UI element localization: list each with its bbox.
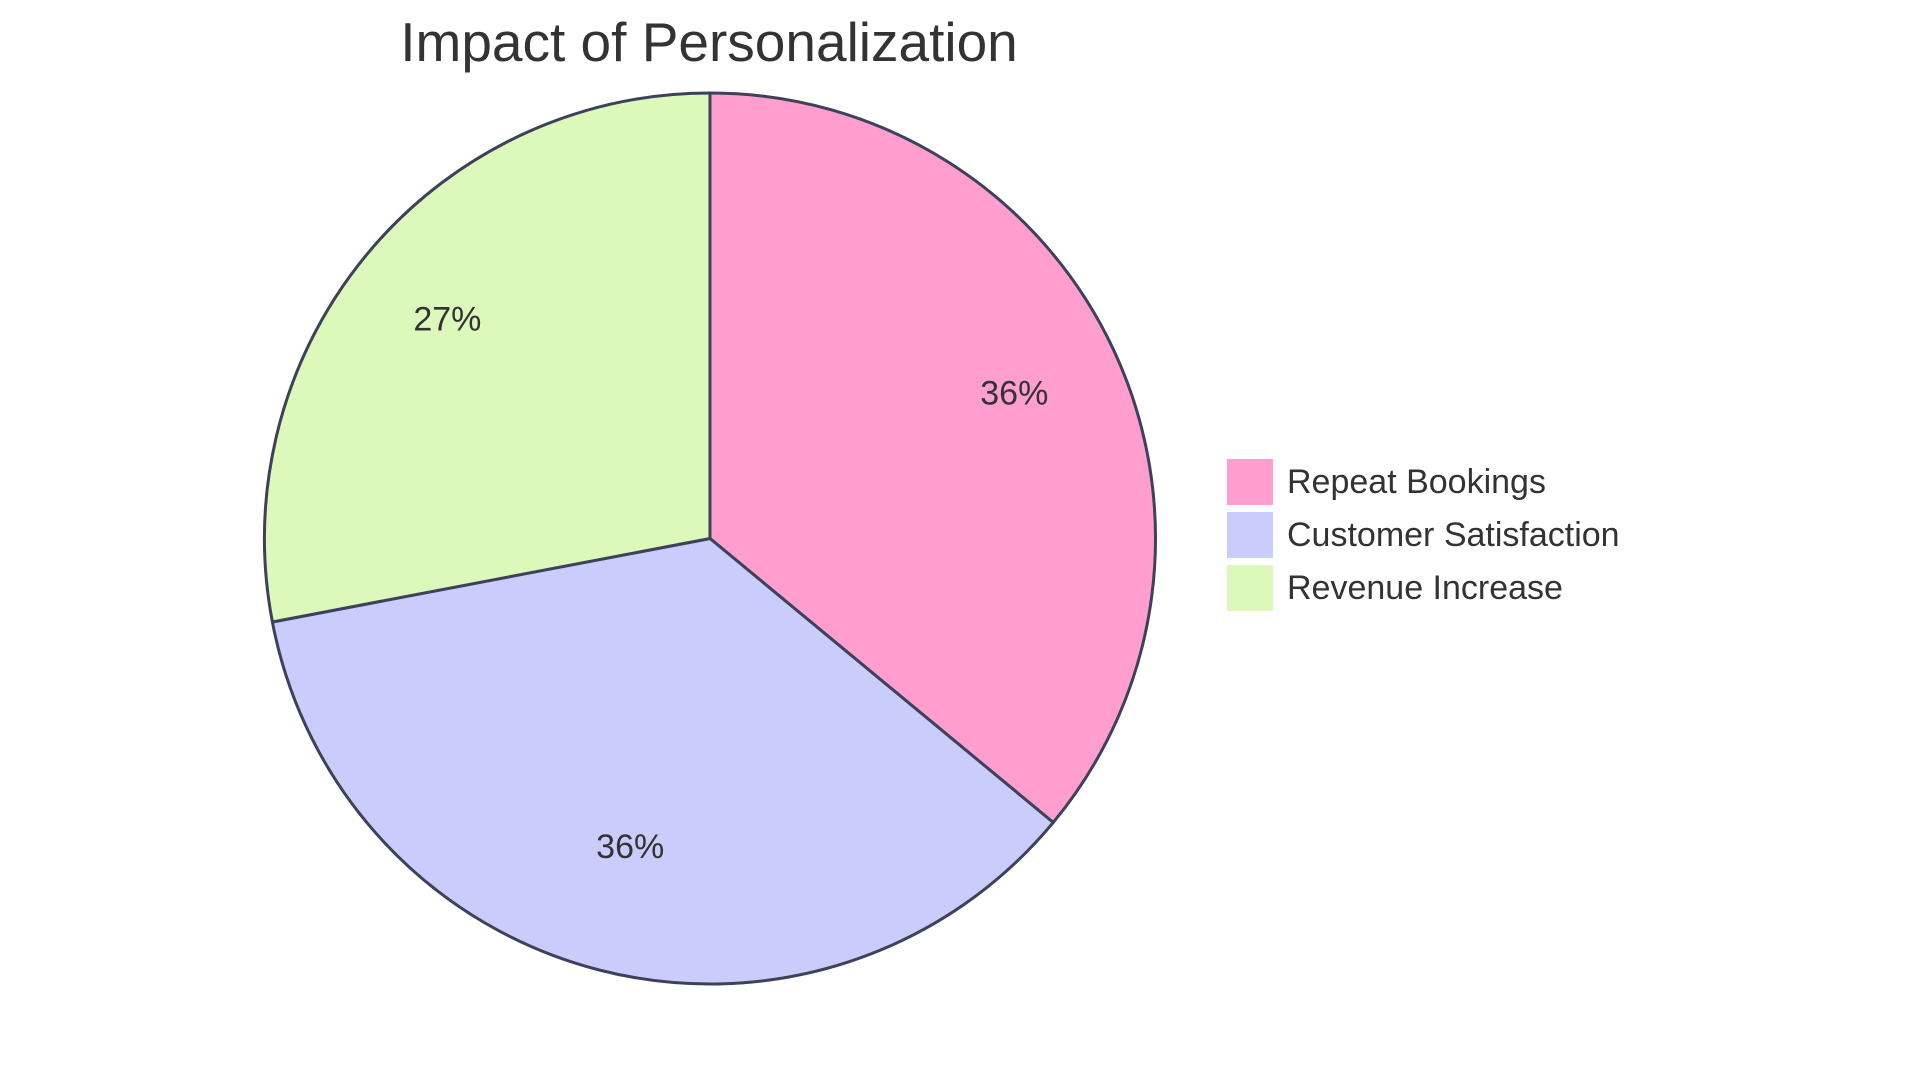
- svg-text:36%: 36%: [596, 828, 664, 866]
- svg-text:27%: 27%: [413, 300, 481, 338]
- svg-text:36%: 36%: [980, 374, 1048, 412]
